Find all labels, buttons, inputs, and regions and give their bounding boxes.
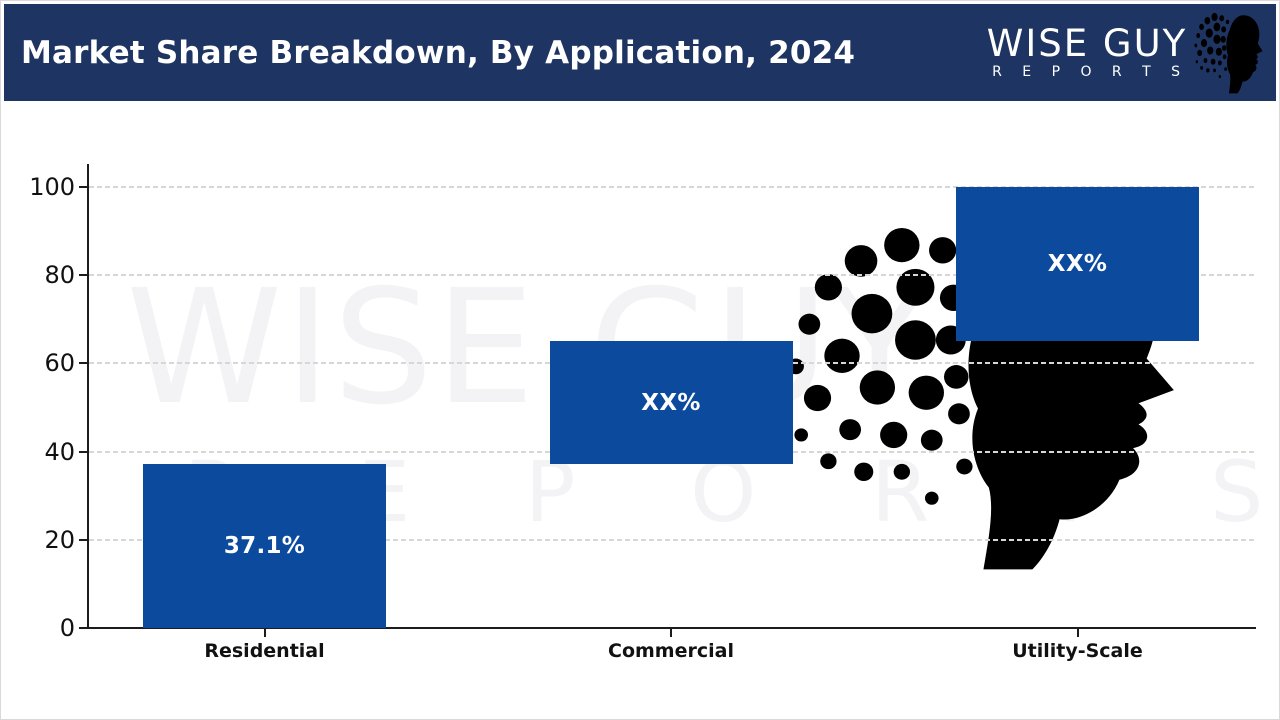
x-axis-line	[87, 627, 1256, 629]
bar-value-label: 37.1%	[223, 533, 306, 560]
y-tick-80	[79, 274, 88, 277]
x-tick-0	[263, 629, 266, 637]
y-tick-label-80: 80	[44, 261, 75, 290]
bar-value-label: XX%	[641, 389, 701, 416]
y-axis-line	[87, 164, 89, 629]
x-label-0: Residential	[204, 640, 325, 662]
x-label-2: Utility-Scale	[1012, 640, 1143, 662]
header-bar: Market Share Breakdown, By Application, …	[4, 4, 1276, 101]
y-tick-label-0: 0	[59, 614, 75, 642]
chart-title: Market Share Breakdown, By Application, …	[21, 34, 856, 71]
bar-value-label: XX%	[1047, 251, 1108, 278]
y-tick-100	[79, 186, 88, 188]
y-tick-label-20: 20	[44, 525, 75, 554]
y-tick-label-60: 60	[44, 349, 75, 378]
bar-commercial: XX%	[549, 341, 793, 465]
x-tick-2	[1076, 629, 1079, 637]
y-tick-60	[79, 362, 88, 365]
y-tick-0	[79, 627, 88, 629]
gridline-20	[89, 538, 1255, 541]
brand-name: WISE GUY	[986, 21, 1188, 65]
x-tick-1	[670, 629, 672, 637]
brand-subtitle: R E P O R T S	[992, 64, 1188, 81]
bar-utility-scale: XX%	[956, 187, 1199, 342]
brand-logo: WISE GUY R E P O R T S	[986, 10, 1264, 95]
y-tick-40	[79, 450, 88, 453]
bar-residential: 37.1%	[143, 464, 386, 628]
gridline-100	[89, 186, 1255, 188]
brand-logo-text: WISE GUY R E P O R T S	[986, 21, 1188, 81]
x-label-1: Commercial	[608, 640, 734, 662]
y-tick-20	[79, 538, 88, 541]
y-tick-label-40: 40	[44, 437, 75, 466]
y-tick-label-100: 100	[29, 173, 75, 201]
gridline-80	[89, 274, 1255, 277]
